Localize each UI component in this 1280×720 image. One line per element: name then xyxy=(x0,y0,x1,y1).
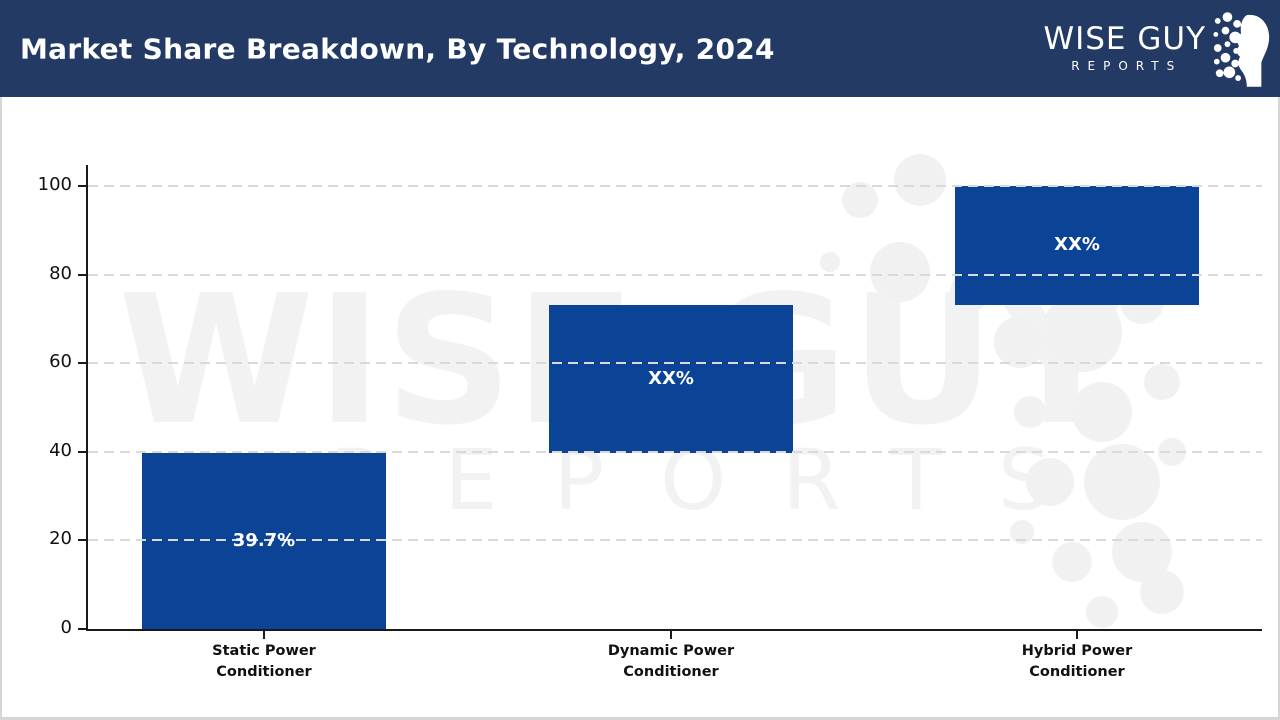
x-tick-mark xyxy=(670,631,672,639)
x-label-line: Dynamic Power xyxy=(607,643,735,659)
gridline-100 xyxy=(88,185,1262,187)
y-tick-label-20: 20 xyxy=(49,528,72,550)
x-label-line: Conditioner xyxy=(1029,664,1125,680)
logo-name: WISE GUY xyxy=(1043,21,1206,57)
x-label-line: Static Power xyxy=(212,643,316,659)
x-label-line: Conditioner xyxy=(216,664,312,680)
x-tick-mark xyxy=(263,631,265,639)
bar-dynamic-power-conditioner xyxy=(549,304,793,454)
gridline-40 xyxy=(88,450,1262,453)
y-tick-mark xyxy=(78,539,86,542)
y-tick-mark xyxy=(78,450,86,453)
gridline-20 xyxy=(88,539,1262,542)
bar-hybrid-power-conditioner xyxy=(955,186,1199,305)
x-label-line: Hybrid Power xyxy=(1021,643,1133,659)
x-tick-mark xyxy=(1076,631,1078,639)
x-label-static-power-conditioner: Static Power Conditioner xyxy=(114,641,414,683)
y-tick-label-80: 80 xyxy=(49,262,72,284)
bar-value-label-hybrid-power-conditioner: XX% xyxy=(1054,234,1100,256)
bar-value-label-dynamic-power-conditioner: XX% xyxy=(648,367,694,389)
header-bar: Market Share Breakdown, By Technology, 2… xyxy=(0,0,1280,97)
y-tick-label-100: 100 xyxy=(37,174,72,195)
wise-guy-logo: WISE GUY REPORTS xyxy=(1043,10,1272,88)
wise-guy-face-icon xyxy=(1213,11,1270,87)
y-tick-label-0: 0 xyxy=(60,617,72,638)
y-tick-mark xyxy=(78,273,86,276)
logo-sub: REPORTS xyxy=(1071,59,1183,73)
x-label-dynamic-power-conditioner: Dynamic Power Conditioner xyxy=(521,641,821,683)
y-tick-label-40: 40 xyxy=(49,439,72,461)
x-label-line: Conditioner xyxy=(623,664,719,680)
y-axis-line xyxy=(86,165,88,631)
gridline-60 xyxy=(88,362,1262,365)
logo-text: WISE GUY REPORTS xyxy=(1043,21,1206,74)
y-tick-mark xyxy=(78,628,86,630)
x-axis-line xyxy=(86,629,1262,631)
gridline-80 xyxy=(88,273,1262,276)
y-tick-mark xyxy=(78,362,86,365)
chart-title: Market Share Breakdown, By Technology, 2… xyxy=(20,32,775,65)
y-tick-mark xyxy=(78,185,86,187)
bar-value-label-static-power-conditioner: 39.7% xyxy=(232,530,296,552)
y-tick-label-60: 60 xyxy=(49,351,72,373)
x-label-hybrid-power-conditioner: Hybrid Power Conditioner xyxy=(927,641,1227,683)
